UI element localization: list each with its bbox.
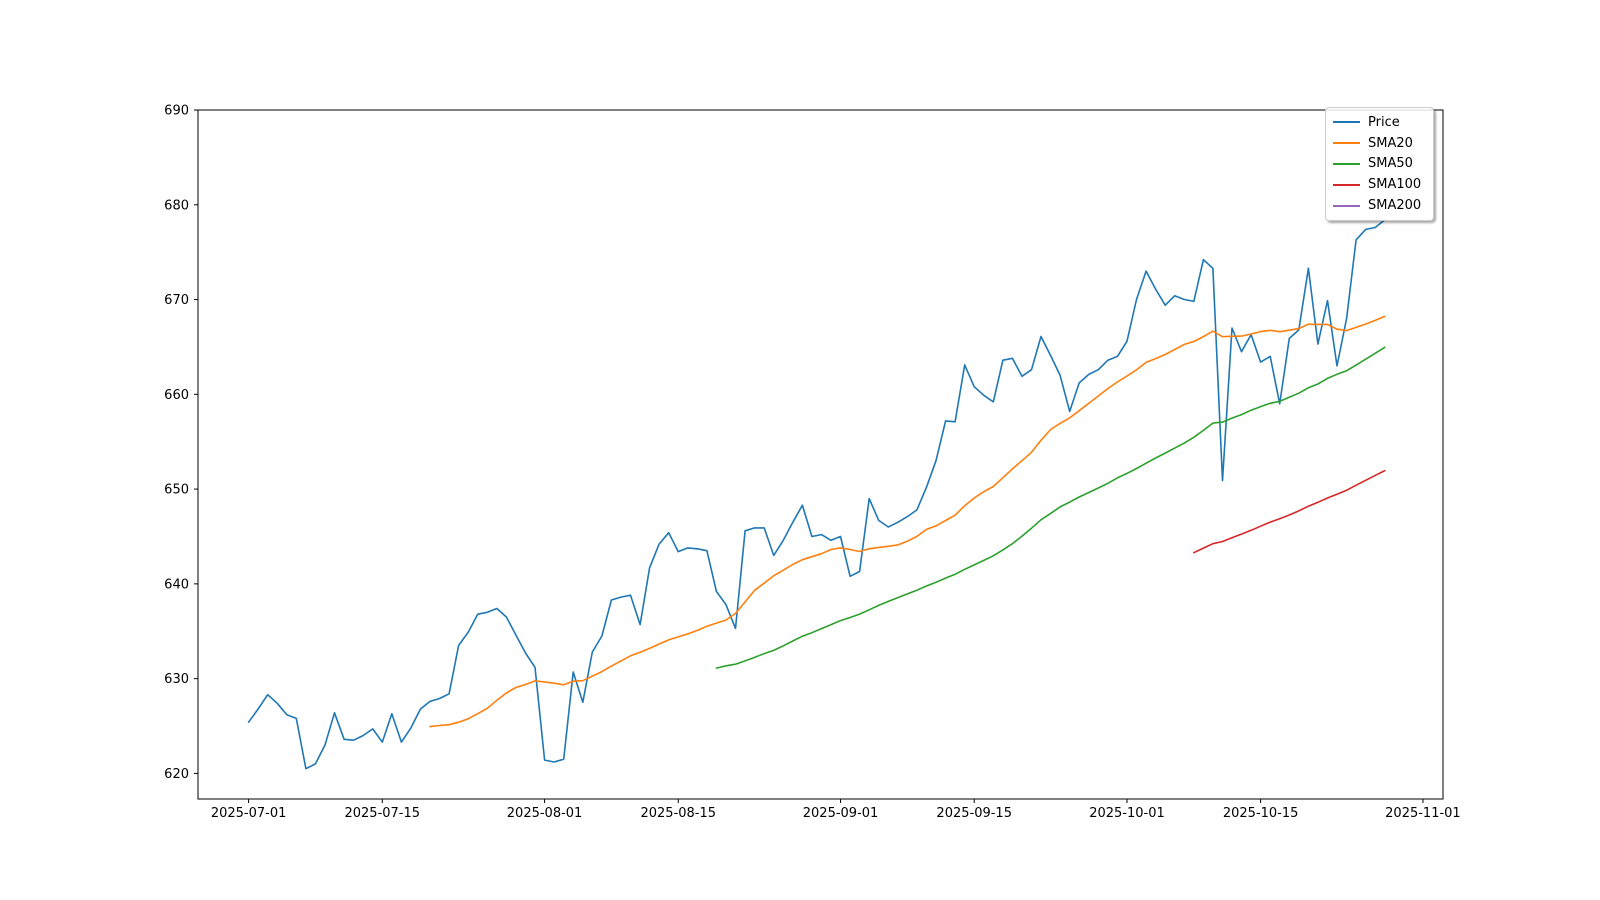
sma200-line-swatch bbox=[1333, 204, 1360, 207]
x-tick-label: 2025-08-01 bbox=[507, 806, 583, 821]
y-tick-label: 680 bbox=[164, 198, 189, 213]
sma50-line bbox=[715, 346, 1386, 669]
y-tick-label: 650 bbox=[164, 483, 189, 498]
x-tick-label: 2025-09-15 bbox=[936, 806, 1012, 821]
legend-entry-sma50: SMA50 bbox=[1333, 154, 1433, 175]
y-tick-label: 690 bbox=[164, 104, 189, 119]
legend-label: SMA200 bbox=[1368, 198, 1422, 214]
legend-label: SMA50 bbox=[1368, 156, 1413, 172]
legend-entry-price: Price bbox=[1333, 112, 1433, 133]
legend-label: SMA20 bbox=[1368, 135, 1413, 151]
sma20-line bbox=[429, 315, 1386, 728]
sma100-line-swatch bbox=[1333, 183, 1360, 186]
price-line-swatch bbox=[1333, 121, 1360, 124]
legend-label: SMA100 bbox=[1368, 177, 1422, 193]
x-tick-label: 2025-10-01 bbox=[1089, 806, 1165, 821]
x-tick-label: 2025-11-01 bbox=[1385, 806, 1461, 821]
legend-label: Price bbox=[1368, 114, 1400, 130]
legend-entry-sma200: SMA200 bbox=[1333, 195, 1433, 216]
x-tick-label: 2025-10-15 bbox=[1223, 806, 1299, 821]
price-line bbox=[247, 219, 1386, 770]
legend-entry-sma100: SMA100 bbox=[1333, 174, 1433, 195]
y-tick-label: 670 bbox=[164, 293, 189, 308]
legend: Price SMA20 SMA50 SMA100 SMA200 bbox=[1325, 107, 1434, 221]
sma20-line-swatch bbox=[1333, 142, 1360, 145]
x-tick-label: 2025-07-01 bbox=[211, 806, 287, 821]
y-tick-label: 620 bbox=[164, 767, 189, 782]
x-tick-label: 2025-08-15 bbox=[640, 806, 716, 821]
axes-spines bbox=[197, 109, 1444, 800]
y-tick-label: 660 bbox=[164, 388, 189, 403]
sma50-line-swatch bbox=[1333, 162, 1360, 165]
y-tick-label: 630 bbox=[164, 672, 189, 687]
x-tick-label: 2025-09-01 bbox=[803, 806, 879, 821]
sma100-line bbox=[1193, 469, 1386, 554]
legend-entry-sma20: SMA20 bbox=[1333, 133, 1433, 154]
x-tick-label: 2025-07-15 bbox=[344, 806, 420, 821]
y-tick-label: 640 bbox=[164, 577, 189, 592]
